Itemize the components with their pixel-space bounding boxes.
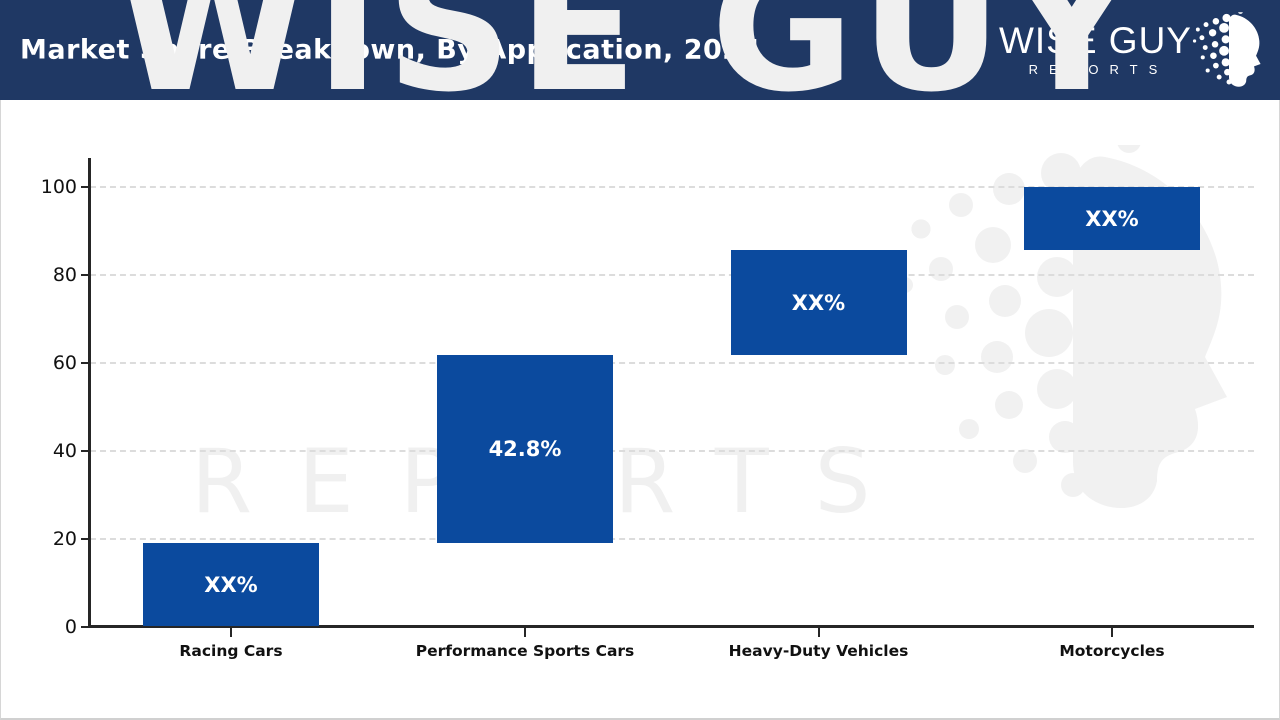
- y-axis-tick-label: 60: [52, 351, 77, 374]
- bar-value-label: 42.8%: [488, 436, 562, 461]
- logo-brand-name: WISE GUY: [998, 20, 1192, 61]
- page-title: Market Share Breakdown, By Application, …: [20, 34, 761, 66]
- y-axis-tick-label: 20: [52, 527, 77, 550]
- y-axis-tick-mark: [81, 537, 90, 540]
- y-axis-tick-mark: [81, 273, 90, 276]
- x-axis-tick-mark: [817, 628, 820, 637]
- wiseguy-logo: WISE GUY REPORTS: [999, 0, 1270, 100]
- y-axis-tick-label: 0: [64, 615, 77, 638]
- watermark-text-line1: WISE GUY: [116, 0, 1142, 131]
- bar-segment: XX%: [1024, 187, 1200, 251]
- y-gridline: [90, 361, 1254, 364]
- wiseguy-logo-text: WISE GUY REPORTS: [998, 20, 1192, 78]
- x-axis-category-label: Motorcycles: [1059, 641, 1165, 660]
- x-axis-category-label: Heavy-Duty Vehicles: [728, 641, 909, 660]
- logo-brand-subtitle: REPORTS: [1028, 62, 1169, 77]
- y-gridline: [90, 449, 1254, 452]
- y-axis-tick-mark: [81, 361, 90, 364]
- y-axis-tick-mark: [81, 186, 90, 188]
- y-axis-line: [87, 158, 91, 628]
- bar-value-label: XX%: [1085, 206, 1139, 231]
- y-gridline: [90, 273, 1254, 276]
- bar-value-label: XX%: [204, 572, 258, 597]
- y-axis-tick-mark: [81, 449, 90, 452]
- x-axis-tick-mark: [1111, 628, 1113, 637]
- y-axis-tick-label: 100: [40, 176, 77, 198]
- y-gridline: [90, 186, 1254, 188]
- y-axis-tick-mark: [81, 625, 90, 628]
- bar-segment: XX%: [143, 542, 319, 627]
- x-axis-tick-mark: [524, 628, 526, 637]
- bar-segment: 42.8%: [437, 354, 613, 543]
- x-axis-category-label: Performance Sports Cars: [415, 641, 635, 660]
- x-axis-line: [87, 625, 1254, 628]
- figure-header: Market Share Breakdown, By Application, …: [0, 0, 1280, 100]
- bar-value-label: XX%: [791, 290, 846, 315]
- y-axis-tick-label: 40: [52, 439, 77, 462]
- y-gridline: [90, 537, 1254, 540]
- y-axis-tick-label: 80: [52, 263, 77, 286]
- x-axis-category-label: Racing Cars: [179, 641, 283, 660]
- x-axis-tick-mark: [230, 628, 232, 637]
- bar-segment: XX%: [730, 250, 907, 355]
